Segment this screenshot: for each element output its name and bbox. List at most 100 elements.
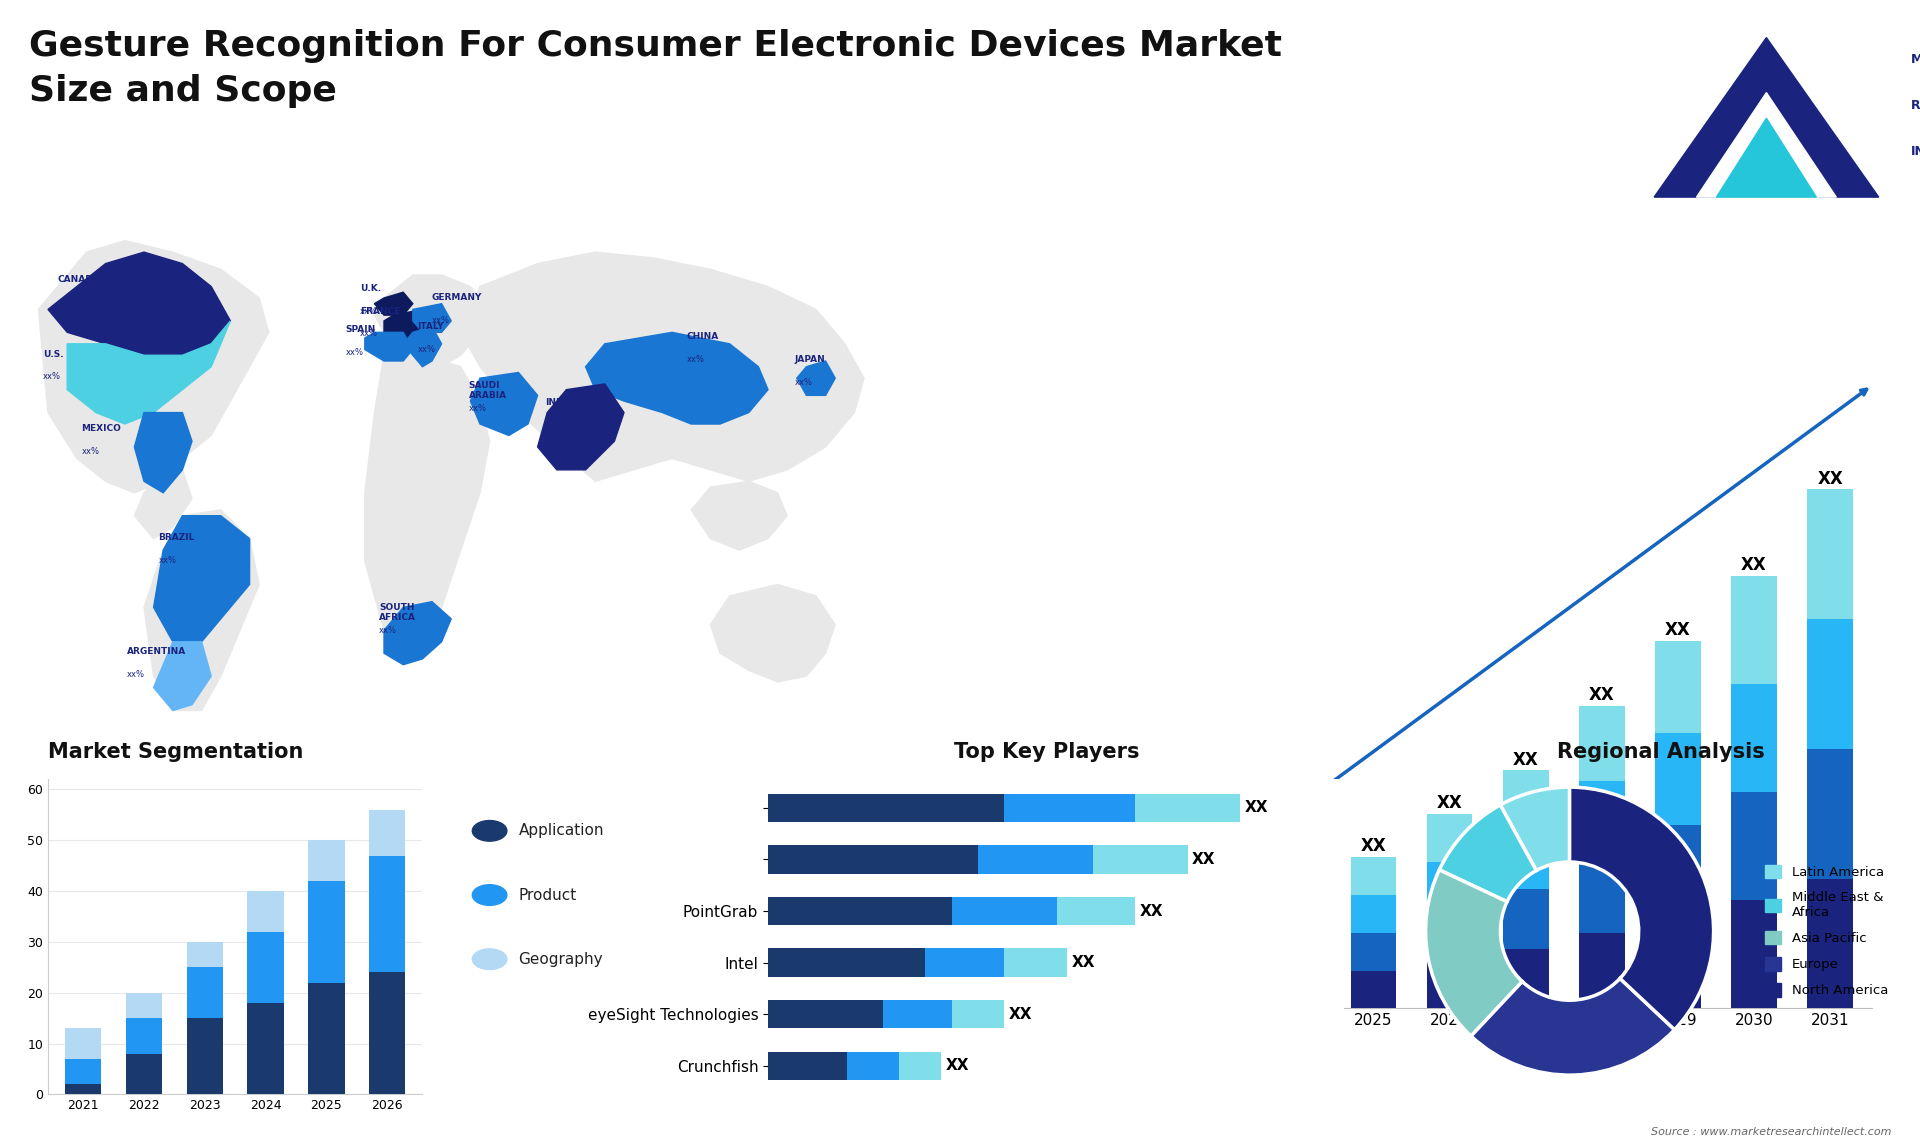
Polygon shape xyxy=(1697,93,1836,197)
Wedge shape xyxy=(1500,787,1569,871)
Text: Application: Application xyxy=(518,823,605,839)
Text: GERMANY: GERMANY xyxy=(432,293,482,303)
Bar xyxy=(1807,489,1853,619)
Polygon shape xyxy=(48,252,230,355)
Bar xyxy=(127,1054,163,1094)
Polygon shape xyxy=(384,602,451,665)
Bar xyxy=(1427,960,1473,1008)
Bar xyxy=(127,992,163,1018)
Polygon shape xyxy=(154,642,211,711)
Text: XX: XX xyxy=(1133,935,1158,952)
Text: XX: XX xyxy=(1436,794,1463,813)
Bar xyxy=(1092,846,1188,873)
Text: SAUDI
ARABIA: SAUDI ARABIA xyxy=(468,380,507,400)
Text: SPAIN: SPAIN xyxy=(346,325,376,335)
Polygon shape xyxy=(461,252,864,481)
Bar xyxy=(883,1000,952,1028)
Text: CANADA: CANADA xyxy=(58,275,100,284)
Text: xx%: xx% xyxy=(417,345,436,354)
Bar xyxy=(186,967,223,1018)
Bar xyxy=(925,949,1004,976)
Text: XX: XX xyxy=(1071,955,1094,971)
Bar xyxy=(952,1000,1004,1028)
Bar xyxy=(307,982,344,1094)
Bar xyxy=(1427,911,1473,960)
Polygon shape xyxy=(691,481,787,550)
Text: XX: XX xyxy=(1741,556,1766,574)
Text: xx%: xx% xyxy=(58,298,75,307)
Bar xyxy=(65,1084,102,1094)
Bar xyxy=(1807,619,1853,748)
Bar xyxy=(1732,901,1776,1008)
Polygon shape xyxy=(374,275,490,367)
Bar xyxy=(1578,782,1624,857)
Bar xyxy=(1732,792,1776,901)
Bar xyxy=(1046,1000,1092,1008)
Bar xyxy=(1198,951,1244,971)
Polygon shape xyxy=(134,413,192,493)
Text: xx%: xx% xyxy=(157,556,177,565)
Bar xyxy=(1275,901,1321,927)
Bar xyxy=(1004,793,1135,822)
Bar xyxy=(952,897,1056,925)
Bar xyxy=(1123,968,1167,981)
Polygon shape xyxy=(797,361,835,395)
Bar xyxy=(768,793,1004,822)
Text: XX: XX xyxy=(1008,1007,1031,1022)
Bar xyxy=(186,942,223,967)
Bar xyxy=(1135,793,1240,822)
Text: BRAZIL: BRAZIL xyxy=(157,533,194,542)
Bar xyxy=(768,1000,883,1028)
Text: Regional Analysis: Regional Analysis xyxy=(1557,743,1764,762)
Text: U.S.: U.S. xyxy=(44,350,63,359)
Text: Source : www.marketresearchintellect.com: Source : www.marketresearchintellect.com xyxy=(1651,1127,1891,1137)
Polygon shape xyxy=(1653,38,1878,197)
Bar xyxy=(1350,857,1396,895)
Text: XX: XX xyxy=(1139,903,1164,919)
Bar xyxy=(1503,770,1549,830)
Bar xyxy=(1198,989,1244,1008)
Text: XX: XX xyxy=(1244,800,1267,815)
Text: XX: XX xyxy=(1056,957,1083,974)
Polygon shape xyxy=(538,384,624,470)
Polygon shape xyxy=(374,292,413,315)
Bar xyxy=(1427,863,1473,911)
Bar xyxy=(369,973,405,1094)
Bar xyxy=(1046,992,1092,1000)
Text: XX: XX xyxy=(945,1059,970,1074)
Bar xyxy=(369,856,405,973)
Text: RESEARCH: RESEARCH xyxy=(1910,99,1920,112)
Bar xyxy=(1046,984,1092,992)
Bar xyxy=(768,846,977,873)
Bar xyxy=(65,1059,102,1084)
Polygon shape xyxy=(38,241,269,493)
Text: xx%: xx% xyxy=(346,348,363,358)
Bar xyxy=(768,949,925,976)
Text: JAPAN: JAPAN xyxy=(795,355,826,364)
Text: XX: XX xyxy=(1192,851,1215,866)
Bar xyxy=(1427,814,1473,863)
Bar xyxy=(1578,857,1624,933)
Text: xx%: xx% xyxy=(81,447,100,456)
Text: CHINA: CHINA xyxy=(687,332,718,342)
Bar xyxy=(977,846,1092,873)
Bar xyxy=(1655,641,1701,732)
Text: xx%: xx% xyxy=(795,378,812,387)
Text: XX: XX xyxy=(1665,621,1692,639)
Wedge shape xyxy=(1440,804,1536,902)
Bar xyxy=(1503,830,1549,889)
Bar xyxy=(1004,949,1068,976)
Polygon shape xyxy=(67,321,230,424)
Bar xyxy=(1123,981,1167,995)
Bar xyxy=(1123,955,1167,968)
Polygon shape xyxy=(365,355,490,665)
Text: xx%: xx% xyxy=(359,307,378,315)
Bar xyxy=(1056,897,1135,925)
Text: xx%: xx% xyxy=(359,329,378,338)
Polygon shape xyxy=(1716,118,1816,197)
Bar xyxy=(1807,748,1853,879)
Bar xyxy=(1350,933,1396,971)
Polygon shape xyxy=(134,470,192,539)
Text: MARKET: MARKET xyxy=(1910,53,1920,66)
Bar xyxy=(248,1003,284,1094)
